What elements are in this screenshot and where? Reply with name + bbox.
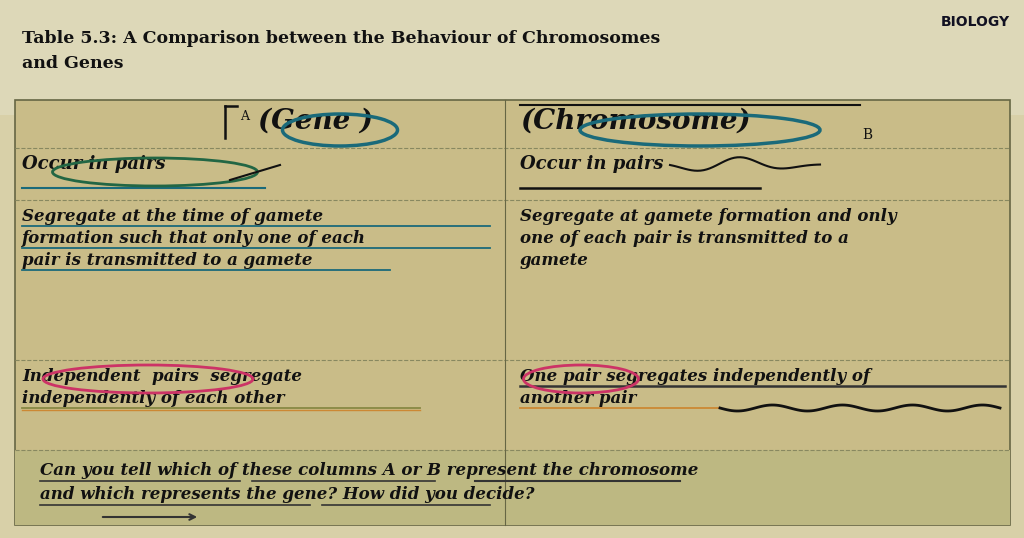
Text: pair is transmitted to a gamete: pair is transmitted to a gamete [22,252,312,269]
Text: Table 5.3: A Comparison between the Behaviour of Chromosomes: Table 5.3: A Comparison between the Beha… [22,30,660,47]
Text: A: A [240,110,249,123]
Text: Independent  pairs  segregate: Independent pairs segregate [22,368,302,385]
Text: independently of each other: independently of each other [22,390,285,407]
Text: Segregate at gamete formation and only: Segregate at gamete formation and only [520,208,897,225]
Text: gamete: gamete [520,252,589,269]
Text: one of each pair is transmitted to a: one of each pair is transmitted to a [520,230,849,247]
Text: (Chromosome): (Chromosome) [520,108,751,135]
Text: Can you tell which of these columns A or B represent the chromosome: Can you tell which of these columns A or… [40,462,698,479]
Text: formation such that only one of each: formation such that only one of each [22,230,366,247]
Text: and Genes: and Genes [22,55,124,72]
Text: One pair segregates independently of: One pair segregates independently of [520,368,870,385]
FancyBboxPatch shape [15,450,1010,525]
Text: another pair: another pair [520,390,636,407]
Text: B: B [862,128,872,142]
FancyBboxPatch shape [15,100,1010,525]
Text: BIOLOGY: BIOLOGY [941,15,1010,29]
Text: and which represents the gene? How did you decide?: and which represents the gene? How did y… [40,486,535,503]
Text: Occur in pairs: Occur in pairs [520,155,664,173]
Text: Segregate at the time of gamete: Segregate at the time of gamete [22,208,324,225]
FancyBboxPatch shape [0,0,1024,115]
Text: Occur in pairs: Occur in pairs [22,155,166,173]
Text: (Gene ): (Gene ) [258,108,373,135]
